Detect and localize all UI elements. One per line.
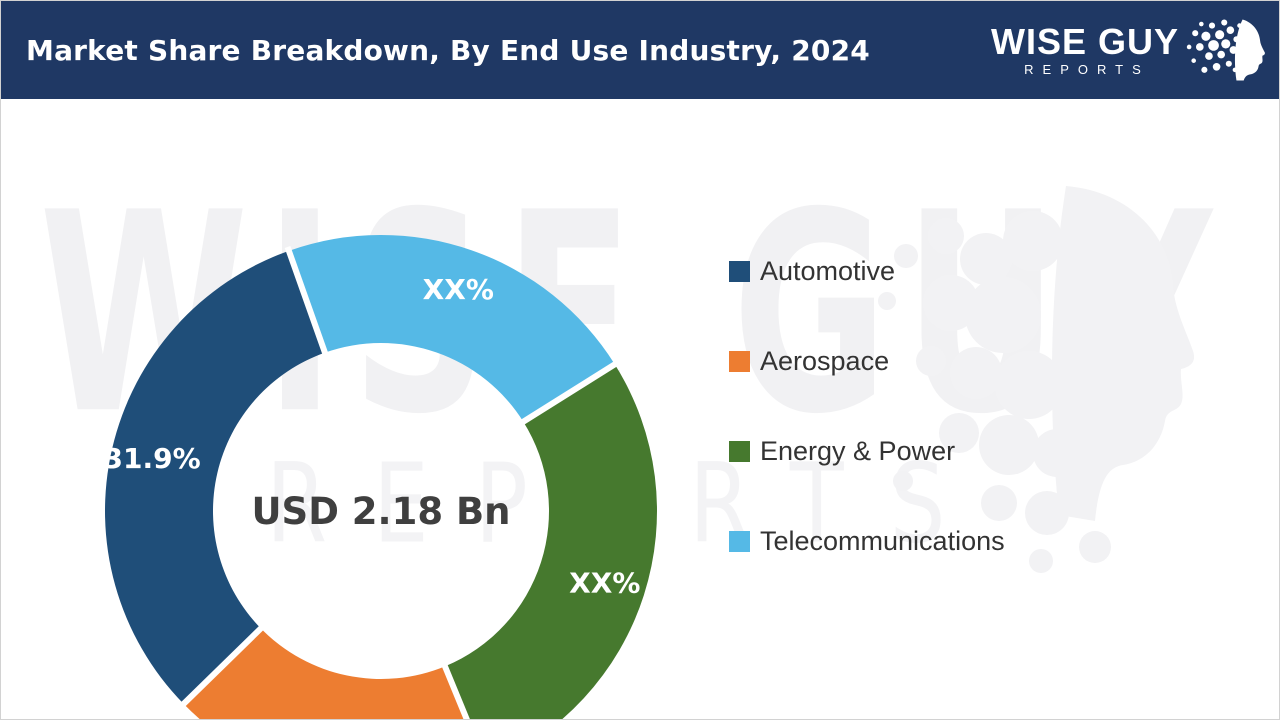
legend-swatch [729, 260, 750, 282]
legend-swatch [729, 440, 750, 462]
legend-item-automotive: Automotive [729, 255, 1005, 286]
donut-segment-telecommunications [288, 234, 615, 422]
segment-divider [178, 623, 266, 709]
legend-item-telecommunications: Telecommunications [729, 525, 1005, 556]
legend-label: Energy & Power [760, 435, 956, 466]
logo-head-dots [1186, 19, 1242, 73]
legend-label: Automotive [760, 255, 896, 286]
donut-segment-aerospace [183, 628, 467, 719]
donut-segment-automotive [104, 250, 325, 704]
segment-label-energy-power: XX% [569, 567, 640, 600]
chart-legend: Automotive Aerospace Energy & Power Telecom… [729, 255, 1005, 617]
legend-item-energy-power: Energy & Power [729, 435, 1005, 466]
segment-label-telecommunications: XX% [423, 273, 494, 306]
legend-label: Telecommunications [760, 525, 1005, 556]
chart-area: WISE GUY REPORTS XX%XX%XX%31.9%USD 2.18 … [1, 99, 1279, 719]
logo-subtitle: REPORTS [1024, 62, 1150, 78]
wiseguy-logo: WISE GUY REPORTS [991, 7, 1269, 93]
segment-label-automotive: 31.9% [104, 442, 201, 475]
page-title: Market Share Breakdown, By End Use Indus… [26, 33, 870, 67]
logo-face-profile [1234, 19, 1265, 81]
donut-center-label: USD 2.18 Bn [252, 490, 511, 533]
legend-swatch [729, 530, 750, 552]
wiseguy-head-icon [1186, 19, 1265, 81]
watermark-head-dots [878, 186, 1195, 573]
legend-item-aerospace: Aerospace [729, 345, 1005, 376]
logo-wordmark-block: WISE GUY REPORTS [990, 20, 1179, 78]
segment-divider [518, 359, 620, 427]
legend-swatch [729, 350, 750, 372]
segment-divider [440, 661, 470, 719]
header-bar: Market Share Breakdown, By End Use Indus… [1, 1, 1279, 99]
legend-label: Aerospace [760, 345, 890, 376]
segment-divider [284, 246, 330, 358]
logo-wordmark: WISE GUY [990, 20, 1179, 62]
donut-segment-energy-power [444, 364, 657, 719]
watermark-face-profile [1051, 186, 1195, 521]
